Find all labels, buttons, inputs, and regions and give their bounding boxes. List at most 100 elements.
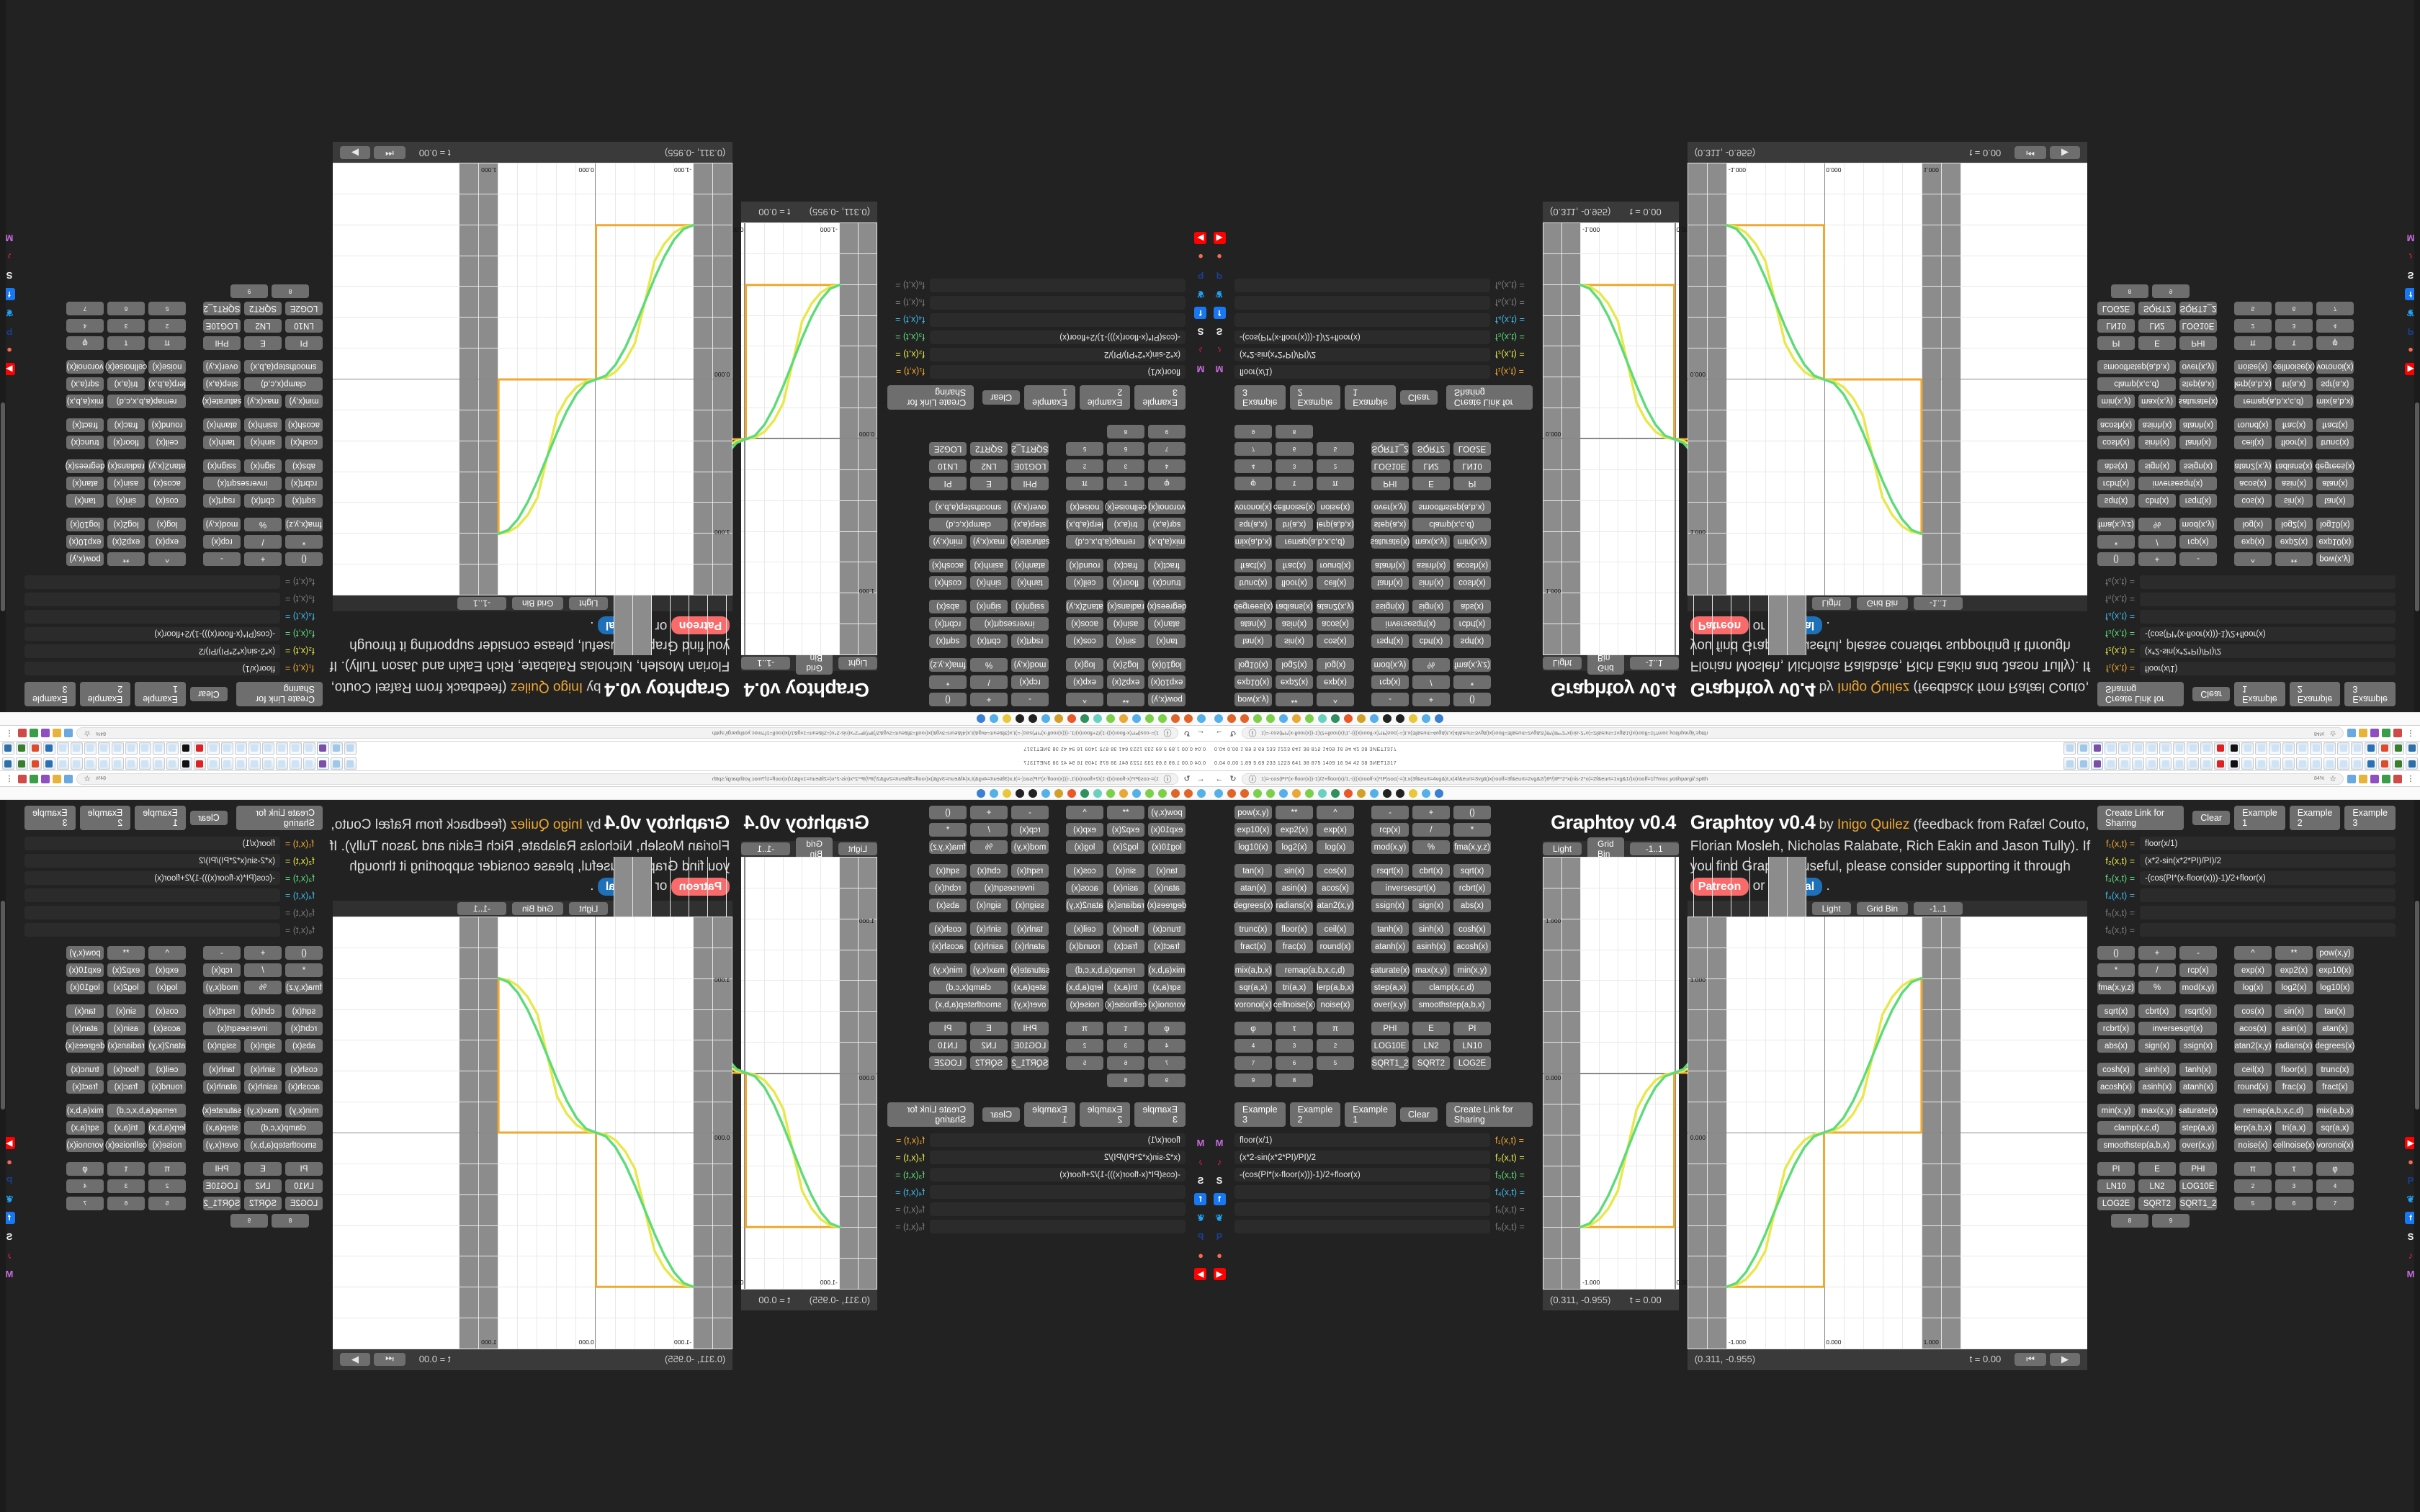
bookmark-item[interactable]: [1253, 788, 1262, 798]
bookmark-item[interactable]: [1003, 788, 1011, 798]
tab-list[interactable]: [2063, 742, 2419, 755]
extension-icons[interactable]: [18, 729, 73, 738]
page-scrollbar[interactable]: [0, 0, 6, 712]
key-maxxy[interactable]: max(x,y): [1412, 535, 1450, 549]
formula-input-2[interactable]: (x*2-sin(x*2*PI)/PI)/2: [930, 348, 1186, 361]
facebook-icon[interactable]: f: [1213, 1193, 1226, 1205]
shadertoy-icon[interactable]: S: [1213, 1174, 1226, 1187]
key-[interactable]: *: [1453, 823, 1491, 837]
key-overxy[interactable]: over(x,y): [2179, 1138, 2217, 1152]
key-[interactable]: %: [2138, 981, 2176, 994]
key-[interactable]: +: [2138, 552, 2176, 566]
key-powxy[interactable]: pow(x,y): [1234, 693, 1272, 706]
key-asinx[interactable]: asin(x): [107, 477, 145, 490]
clear-button[interactable]: Clear: [2192, 687, 2231, 701]
formula-input-4[interactable]: [930, 1185, 1186, 1199]
browser-tab[interactable]: [331, 757, 343, 770]
formula-input-3[interactable]: -(cos(PI*(x-floor(x)))-1)/2+floor(x): [930, 1168, 1186, 1182]
key-3[interactable]: 3: [1276, 1039, 1313, 1053]
key-ceilx[interactable]: ceil(x): [1066, 922, 1103, 936]
key-E[interactable]: E: [970, 1022, 1008, 1035]
key-8[interactable]: 8: [1107, 1074, 1144, 1087]
key-log2x[interactable]: log2(x): [1276, 840, 1313, 854]
key-cbrtx[interactable]: cbrt(x): [244, 1004, 282, 1018]
key-rcpx[interactable]: rcp(x): [1011, 675, 1049, 689]
key-rsqrtx[interactable]: rsqrt(x): [203, 494, 241, 508]
key-floorx[interactable]: floor(x): [1107, 922, 1144, 936]
example3-button[interactable]: Example 3: [2344, 682, 2396, 706]
author-link[interactable]: Inigo Quilez: [510, 680, 583, 695]
bookmark-item[interactable]: [1158, 788, 1167, 798]
key-overxy[interactable]: over(x,y): [1011, 500, 1049, 514]
key-[interactable]: **: [107, 946, 145, 960]
play-button[interactable]: ▶: [340, 1352, 370, 1366]
key-stepax[interactable]: step(a,x): [1011, 981, 1049, 994]
key-maxxy[interactable]: max(x,y): [244, 1104, 282, 1117]
key-atanx[interactable]: atan(x): [2316, 477, 2354, 490]
youtube-icon[interactable]: ▶: [1194, 1268, 1207, 1280]
key-3[interactable]: 3: [2275, 319, 2313, 333]
key-PI[interactable]: PI: [929, 477, 967, 490]
key-rcpx[interactable]: rcp(x): [1371, 823, 1409, 837]
key-[interactable]: ^: [2234, 946, 2272, 960]
bookmarks-bar[interactable]: [1210, 787, 2420, 800]
example3-button[interactable]: Example 3: [2344, 806, 2396, 830]
browser-tab[interactable]: [43, 742, 55, 755]
key-sqrtx[interactable]: sqrt(x): [285, 494, 323, 508]
key-maxxy[interactable]: max(x,y): [970, 963, 1008, 977]
key-absx[interactable]: abs(x): [929, 899, 967, 912]
formula-input-6[interactable]: [930, 1220, 1186, 1233]
key-[interactable]: **: [1276, 806, 1313, 819]
key-5[interactable]: 5: [2234, 302, 2272, 315]
key-degreesx[interactable]: degrees(x): [1147, 600, 1186, 613]
bookmark-item[interactable]: [1184, 788, 1193, 798]
browser-tab[interactable]: [2, 757, 14, 770]
key-radiansx[interactable]: radians(x): [107, 1039, 145, 1053]
key-[interactable]: *: [2097, 963, 2135, 977]
shadertoy-icon[interactable]: S: [1194, 1174, 1207, 1187]
author-link[interactable]: Inigo Quilez: [510, 817, 583, 832]
key-[interactable]: %: [1412, 658, 1450, 672]
key-exp10x[interactable]: exp10(x): [1234, 823, 1272, 837]
key-[interactable]: -: [203, 552, 241, 566]
key-exp10x[interactable]: exp10(x): [2316, 535, 2354, 549]
example2-button[interactable]: Example 2: [1079, 385, 1131, 410]
key-coshx[interactable]: cosh(x): [929, 576, 967, 590]
key-9[interactable]: 9: [230, 1214, 268, 1228]
key-radiansx[interactable]: radians(x): [1276, 899, 1313, 912]
browser-tab[interactable]: [2063, 757, 2076, 770]
browser-tab[interactable]: [2187, 742, 2199, 755]
key-[interactable]: /: [1412, 823, 1450, 837]
key-triax[interactable]: tri(a,x): [2275, 1121, 2313, 1135]
browser-tab[interactable]: [2337, 742, 2349, 755]
key-2[interactable]: 2: [1066, 459, 1103, 473]
key-fmaxyz[interactable]: fma(x,y,z): [929, 658, 967, 672]
key-PI[interactable]: PI: [1453, 477, 1491, 490]
paypal-icon[interactable]: P: [1194, 1230, 1207, 1243]
tiktok-icon[interactable]: ♪: [1194, 344, 1207, 356]
key-saturatex[interactable]: saturate(x): [1371, 535, 1410, 549]
formula-input-2[interactable]: (x*2-sin(x*2*PI)/PI)/2: [930, 1151, 1186, 1164]
key-[interactable]: +: [244, 552, 282, 566]
address-bar[interactable]: ⓘ 1)=-cos(PI*(x-floor(x))-1)/2+floor(x)/…: [1242, 773, 2344, 785]
key-coshx[interactable]: cosh(x): [1453, 576, 1491, 590]
grid-button[interactable]: Grid Bin: [1856, 901, 1909, 915]
key-overxy[interactable]: over(x,y): [203, 1138, 241, 1152]
key-PHI[interactable]: PHI: [1371, 1022, 1409, 1035]
key-cosx[interactable]: cos(x): [1317, 864, 1354, 878]
key-2[interactable]: 2: [2234, 319, 2272, 333]
bookmark-item[interactable]: [1240, 714, 1249, 724]
bookmark-item[interactable]: [1305, 788, 1314, 798]
key-maxxy[interactable]: max(x,y): [1412, 963, 1450, 977]
key-tanhx[interactable]: tanh(x): [1011, 922, 1049, 936]
menu-icon[interactable]: ⋮: [2406, 775, 2415, 783]
browser-tab[interactable]: [2255, 757, 2267, 770]
formula-input-4[interactable]: [24, 610, 280, 624]
function-keypad[interactable]: () + - ^ ** pow(x,y) * / rcp(x) exp(x) exp2(x) exp1…: [2092, 940, 2401, 1237]
key-[interactable]: *: [2097, 535, 2135, 549]
key-[interactable]: +: [970, 693, 1008, 706]
browser-tab[interactable]: [98, 757, 110, 770]
browser-tab[interactable]: [2323, 757, 2336, 770]
bookmark-item[interactable]: [1119, 788, 1128, 798]
key-radiansx[interactable]: radians(x): [1107, 899, 1144, 912]
